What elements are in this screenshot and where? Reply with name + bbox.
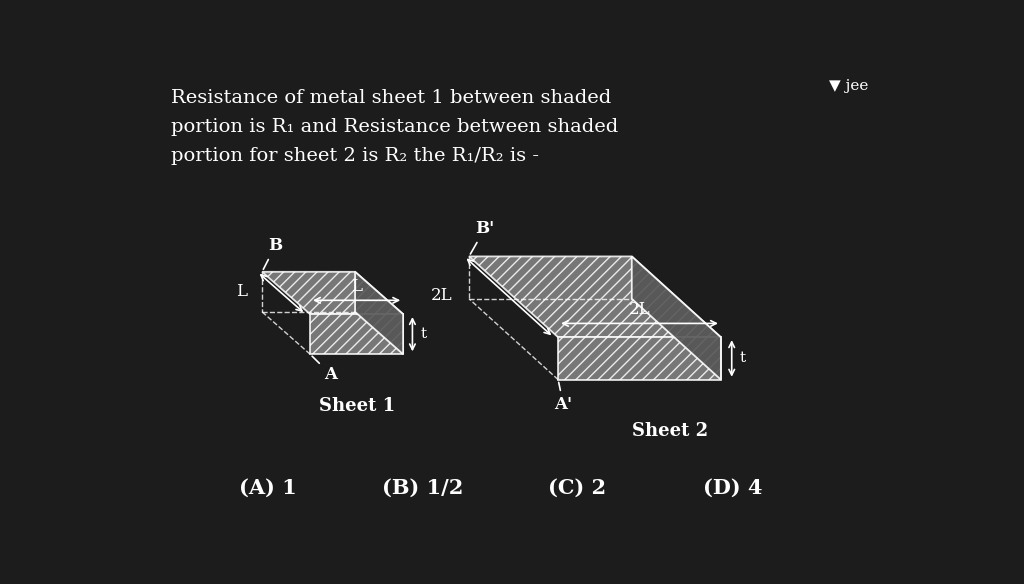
- Text: L: L: [236, 283, 247, 300]
- Text: B': B': [470, 220, 495, 254]
- Text: (C) 2: (C) 2: [549, 478, 606, 498]
- Text: Sheet 2: Sheet 2: [633, 422, 709, 440]
- Polygon shape: [262, 272, 403, 314]
- Text: Sheet 1: Sheet 1: [318, 397, 394, 415]
- Text: Resistance of metal sheet 1 between shaded: Resistance of metal sheet 1 between shad…: [171, 89, 611, 106]
- Text: (B) 1/2: (B) 1/2: [382, 478, 463, 498]
- Text: A: A: [312, 356, 337, 383]
- Text: L: L: [351, 278, 362, 295]
- Polygon shape: [558, 338, 721, 380]
- Polygon shape: [469, 256, 721, 338]
- Polygon shape: [632, 256, 721, 380]
- Text: (D) 4: (D) 4: [702, 478, 762, 498]
- Text: B: B: [263, 237, 283, 269]
- Text: portion for sheet 2 is R₂ the R₁/R₂ is -: portion for sheet 2 is R₂ the R₁/R₂ is -: [171, 147, 539, 165]
- Text: portion is R₁ and Resistance between shaded: portion is R₁ and Resistance between sha…: [171, 118, 617, 136]
- Text: 2L: 2L: [629, 301, 650, 318]
- Text: t: t: [739, 352, 745, 366]
- Polygon shape: [310, 314, 403, 354]
- Polygon shape: [355, 272, 403, 354]
- Text: 2L: 2L: [430, 287, 452, 304]
- Text: (A) 1: (A) 1: [239, 478, 296, 498]
- Text: t: t: [420, 327, 426, 341]
- Text: ▼ jee: ▼ jee: [828, 79, 868, 93]
- Text: A': A': [554, 383, 572, 413]
